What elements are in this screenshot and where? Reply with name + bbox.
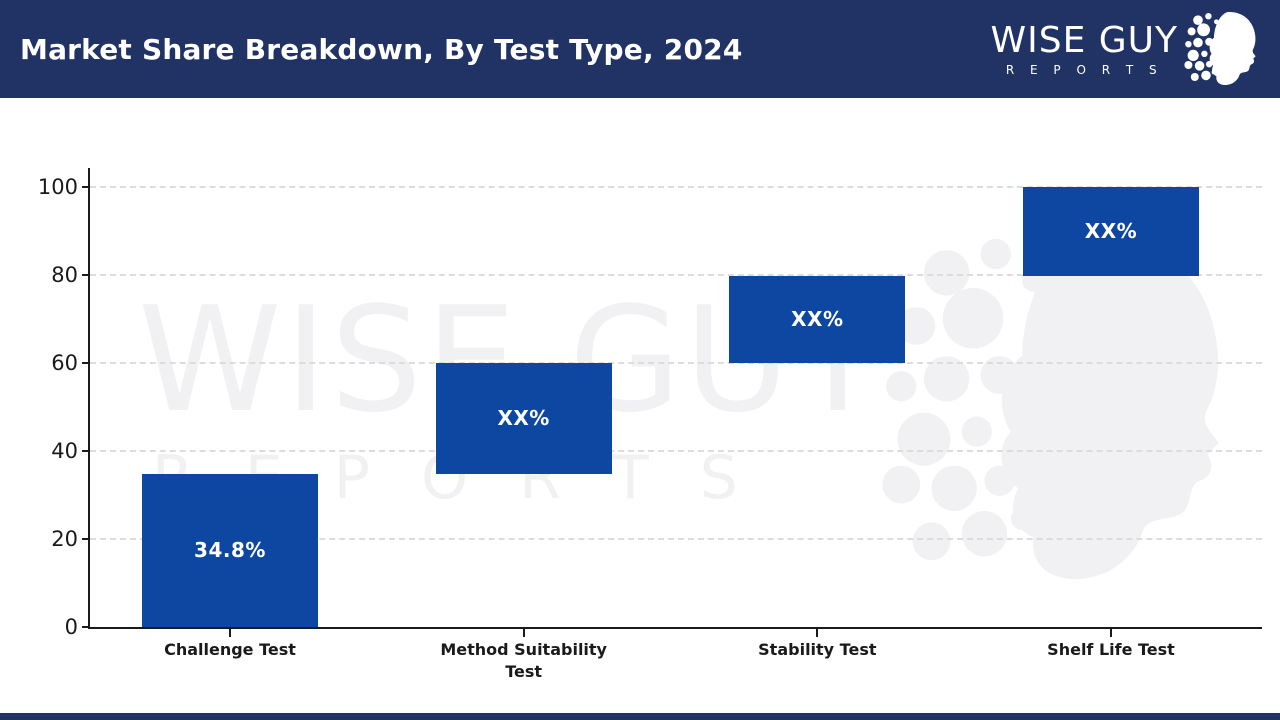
x-category-label: Challenge Test: [164, 640, 296, 659]
x-category-label: Method Suitability Test: [440, 640, 607, 681]
bar: XX%: [1023, 187, 1199, 276]
x-tick-mark: [1110, 629, 1112, 637]
y-tick-label: 60: [51, 351, 78, 375]
head-profile-icon: [1184, 11, 1256, 86]
bar-value-label: 34.8%: [194, 538, 266, 563]
x-tick-mark: [229, 629, 231, 637]
bar: XX%: [729, 275, 906, 363]
x-category-label: Stability Test: [758, 640, 877, 659]
y-gridline: [90, 450, 1262, 452]
brand-logo-text: WISE GUY R E P O R T S: [990, 19, 1179, 77]
y-gridline: [90, 538, 1262, 540]
y-tick-mark: [82, 538, 90, 540]
app-header: Market Share Breakdown, By Test Type, 20…: [0, 0, 1280, 98]
y-tick-label: 80: [51, 263, 78, 287]
brand-name: WISE GUY: [990, 19, 1178, 61]
chart-plot-area: 0 20 40 60 80 100 34.8% Challenge Test XX% Method…: [0, 98, 1280, 713]
y-tick-label: 0: [64, 615, 78, 639]
y-gridline: [90, 362, 1262, 364]
y-gridline: [90, 186, 1262, 188]
bar: XX%: [435, 363, 612, 474]
y-tick-mark: [82, 362, 90, 364]
y-tick-mark: [82, 186, 90, 188]
x-axis: [88, 627, 1262, 629]
chart-area: WISE GUY R E P O R T S 0 20 40 60 80 100 34.8%…: [0, 98, 1280, 713]
y-tick-mark: [82, 450, 90, 452]
y-tick-mark: [82, 274, 90, 276]
y-axis: [88, 168, 90, 629]
bar-value-label: XX%: [1084, 219, 1138, 244]
x-tick-mark: [816, 629, 819, 637]
y-tick-mark: [82, 626, 90, 628]
y-tick-label: 20: [51, 527, 78, 551]
bar-value-label: XX%: [497, 406, 550, 431]
y-gridline: [90, 274, 1262, 276]
bar-value-label: XX%: [791, 307, 844, 332]
page-title: Market Share Breakdown, By Test Type, 20…: [20, 32, 743, 66]
bar: 34.8%: [142, 473, 318, 627]
y-tick-label: 40: [51, 439, 78, 463]
y-tick-label: 100: [37, 175, 78, 199]
app-footer: [0, 713, 1280, 720]
brand-logo: WISE GUY R E P O R T S: [991, 9, 1263, 89]
x-tick-mark: [522, 629, 525, 637]
brand-subtitle: R E P O R T S: [1005, 62, 1163, 77]
x-category-label: Shelf Life Test: [1047, 640, 1175, 659]
